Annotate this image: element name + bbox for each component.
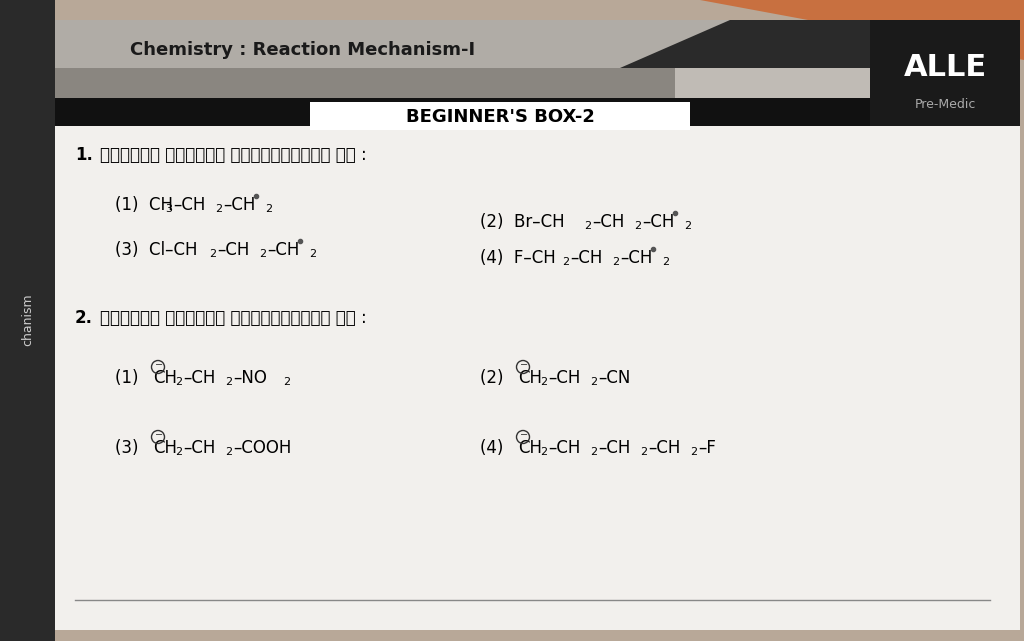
Text: –NO: –NO — [233, 369, 267, 387]
Text: 2: 2 — [309, 249, 316, 259]
Text: –F: –F — [698, 439, 716, 457]
Bar — [55, 98, 885, 126]
Bar — [870, 20, 1020, 126]
Text: 1.: 1. — [75, 146, 93, 164]
Bar — [55, 68, 675, 98]
Text: –CH: –CH — [183, 439, 215, 457]
Text: –CH: –CH — [223, 196, 255, 214]
Text: Chemistry : Reaction Mechanism-I: Chemistry : Reaction Mechanism-I — [130, 41, 475, 59]
Text: 2: 2 — [590, 447, 597, 457]
Text: −: − — [155, 360, 163, 370]
Bar — [620, 68, 870, 98]
Text: –CH: –CH — [173, 196, 206, 214]
Text: 2: 2 — [634, 221, 641, 231]
Text: 2: 2 — [259, 249, 266, 259]
Bar — [310, 102, 690, 130]
Text: 2: 2 — [175, 377, 182, 387]
Text: −: − — [520, 360, 528, 370]
Text: (1): (1) — [115, 369, 150, 387]
Text: (3): (3) — [115, 439, 150, 457]
Text: (1)  CH: (1) CH — [115, 196, 173, 214]
Text: –CH: –CH — [267, 241, 299, 259]
Text: chanism: chanism — [22, 294, 35, 346]
Text: 2.: 2. — [75, 309, 93, 327]
Text: 2: 2 — [684, 221, 691, 231]
Text: CH: CH — [518, 369, 542, 387]
Text: 2: 2 — [562, 257, 569, 267]
Text: 2: 2 — [283, 377, 290, 387]
Text: (3)  Cl–CH: (3) Cl–CH — [115, 241, 198, 259]
Text: Pre-Medic: Pre-Medic — [914, 99, 976, 112]
Text: (4)  F–CH: (4) F–CH — [480, 249, 556, 267]
Text: 2: 2 — [265, 204, 272, 214]
Text: 2: 2 — [590, 377, 597, 387]
Text: BEGINNER'S BOX-2: BEGINNER'S BOX-2 — [406, 108, 595, 126]
Text: −: − — [155, 430, 163, 440]
Text: CH: CH — [153, 439, 177, 457]
Bar — [0, 0, 55, 641]
Text: 2: 2 — [209, 249, 216, 259]
Text: –CH: –CH — [598, 439, 631, 457]
Text: –CH: –CH — [620, 249, 652, 267]
Text: 2: 2 — [584, 221, 591, 231]
Text: −: − — [520, 430, 528, 440]
Text: (2): (2) — [480, 369, 514, 387]
Text: 2: 2 — [540, 447, 547, 457]
Text: 2: 2 — [540, 377, 547, 387]
Text: (2)  Br–CH: (2) Br–CH — [480, 213, 564, 231]
Text: 2: 2 — [690, 447, 697, 457]
Text: 2: 2 — [215, 204, 222, 214]
Text: 2: 2 — [225, 447, 232, 457]
Text: 2: 2 — [225, 377, 232, 387]
Text: –CN: –CN — [598, 369, 631, 387]
Text: –CH: –CH — [570, 249, 602, 267]
Text: 2: 2 — [662, 257, 669, 267]
Text: –CH: –CH — [642, 213, 675, 231]
Text: –COOH: –COOH — [233, 439, 292, 457]
Text: (4): (4) — [480, 439, 514, 457]
Text: –CH: –CH — [648, 439, 680, 457]
Text: अधिकतम स्थायी कार्बधनायन है :: अधिकतम स्थायी कार्बधनायन है : — [100, 146, 367, 164]
Text: –CH: –CH — [217, 241, 250, 259]
Text: –CH: –CH — [183, 369, 215, 387]
Text: अधिकतम स्थायी कार्बएनायन है :: अधिकतम स्थायी कार्बएनायन है : — [100, 309, 367, 327]
Polygon shape — [700, 0, 1024, 60]
Text: 2: 2 — [640, 447, 647, 457]
Text: –CH: –CH — [592, 213, 625, 231]
Polygon shape — [620, 20, 870, 68]
Text: CH: CH — [153, 369, 177, 387]
Bar — [55, 20, 1020, 68]
Text: 2: 2 — [612, 257, 620, 267]
Text: 3: 3 — [165, 204, 172, 214]
Text: –CH: –CH — [548, 369, 581, 387]
Text: –CH: –CH — [548, 439, 581, 457]
Text: ALLE: ALLE — [903, 53, 986, 83]
Text: CH: CH — [518, 439, 542, 457]
Text: 2: 2 — [175, 447, 182, 457]
